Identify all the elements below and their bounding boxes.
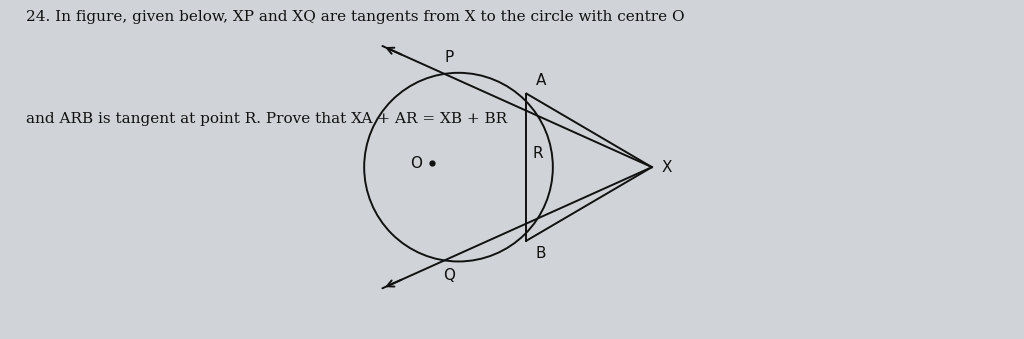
- Text: P: P: [444, 51, 454, 65]
- Text: B: B: [536, 246, 547, 261]
- Text: X: X: [662, 160, 672, 175]
- Text: A: A: [536, 73, 546, 88]
- Text: 24. In figure, given below, XP and XQ are tangents from X to the circle with cen: 24. In figure, given below, XP and XQ ar…: [26, 10, 684, 24]
- Text: O: O: [410, 156, 422, 171]
- Text: and ARB is tangent at point R. Prove that XA + AR = XB + BR: and ARB is tangent at point R. Prove tha…: [26, 112, 507, 126]
- Text: Q: Q: [443, 268, 455, 283]
- Text: R: R: [532, 146, 544, 161]
